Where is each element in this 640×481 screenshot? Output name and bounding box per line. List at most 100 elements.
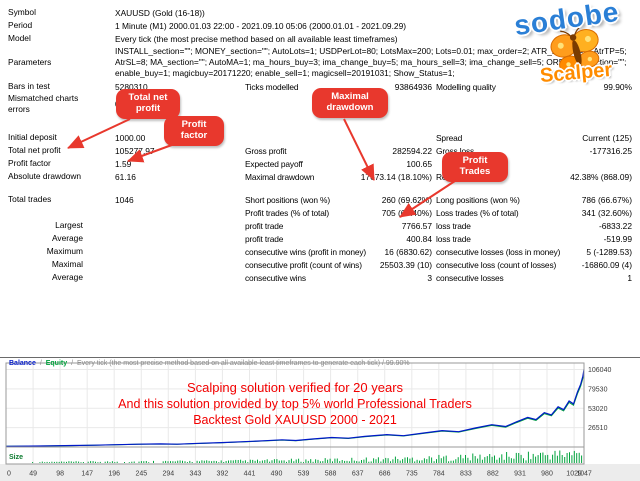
callout-profit-trades: Profit Trades [442, 152, 508, 182]
row-label: Mismatched charts errors [8, 93, 79, 114]
relative-drawdown-value: 42.38% (868.09) [570, 171, 632, 182]
svg-text:245: 245 [135, 471, 147, 478]
y-axis-labels: 106040 79530 53020 26510 [588, 367, 611, 432]
row-total-net-profit: Total net profit 105277.97 Gross profit 2… [0, 144, 640, 157]
total-net-profit-value: 105277.97 [115, 145, 155, 156]
chart-svg: 106040 79530 53020 26510 0 49 98 147 196 245 294 34… [0, 362, 640, 481]
row-label: Profit factor [8, 158, 51, 168]
long-positions-label: Long positions (won %) [436, 194, 520, 205]
svg-text:106040: 106040 [588, 367, 611, 374]
svg-text:637: 637 [352, 471, 364, 478]
consecutive-losses-value: 5 (-1289.53) [586, 246, 632, 257]
consecutive-wins-value: 16 (6830.62) [384, 246, 433, 257]
svg-text:392: 392 [217, 471, 229, 478]
expected-payoff-value: 100.65 [406, 158, 432, 169]
row-label: Model [8, 33, 31, 43]
absolute-drawdown-value: 61.16 [115, 171, 136, 182]
chart-header: Balance / Equity / Every tick (the most … [9, 360, 410, 367]
legend-separator: / [71, 360, 74, 367]
svg-text:294: 294 [162, 471, 174, 478]
svg-text:686: 686 [379, 471, 391, 478]
svg-text:539: 539 [298, 471, 310, 478]
svg-text:735: 735 [406, 471, 418, 478]
row-parameters: Parameters INSTALL_section=""; MONEY_sec… [0, 45, 640, 80]
spread-value: Current (125) [582, 132, 632, 143]
row-label: Initial deposit [8, 132, 57, 142]
svg-text:588: 588 [325, 471, 337, 478]
svg-text:784: 784 [433, 471, 445, 478]
row-average-consecutive: Average consecutive wins 3 consecutive lo… [0, 271, 640, 284]
legend-separator: / [39, 360, 42, 367]
row-label: Average [51, 272, 83, 282]
row-absolute-drawdown: Absolute drawdown 61.16 Maximal drawdown… [0, 170, 640, 183]
average-profit-trade-label: profit trade [245, 233, 284, 244]
gross-loss-value: -177316.25 [589, 145, 632, 156]
avg-consecutive-losses-value: 1 [627, 272, 632, 283]
maximal-drawdown-label: Maximal drawdown [245, 171, 315, 182]
row-label: Bars in test [8, 81, 50, 91]
parameters-value: INSTALL_section=""; MONEY_section=""; Au… [115, 46, 627, 78]
balance-legend: Balance [9, 360, 36, 367]
equity-legend: Equity [45, 360, 68, 367]
row-label: Symbol [8, 7, 36, 17]
gross-loss-label: Gross loss [436, 145, 475, 156]
consecutive-loss-value: -16860.09 (4) [581, 259, 632, 270]
consecutive-loss-label: consecutive loss (count of losses) [436, 259, 557, 270]
row-label: Period [8, 20, 33, 30]
short-positions-value: 260 (69.62%) [381, 194, 432, 205]
annotation-line-1: Scalping solution verified for 20 years [186, 380, 404, 395]
row-label: Average [51, 233, 83, 243]
profit-trades-value: 705 (67.40%) [381, 207, 432, 218]
gross-profit-label: Gross profit [245, 145, 287, 156]
expected-payoff-label: Expected payoff [245, 158, 303, 169]
x-axis-labels: 0 49 98 147 196 245 294 343 392 441 490 539 588 637 68… [7, 471, 592, 478]
row-maximal-consecutive: Maximal consecutive profit (count of win… [0, 258, 640, 271]
svg-text:931: 931 [514, 471, 526, 478]
ticks-modelled-label: Ticks modelled [245, 81, 299, 92]
svg-text:147: 147 [81, 471, 93, 478]
avg-consecutive-wins-value: 3 [427, 272, 432, 283]
row-profit-trades: Profit trades (% of total) 705 (67.40%) L… [0, 206, 640, 219]
row-period: Period 1 Minute (M1) 2000.01.03 22:00 - … [0, 19, 640, 32]
svg-text:882: 882 [487, 471, 499, 478]
svg-text:49: 49 [29, 471, 37, 478]
row-maximum-consecutive: Maximum consecutive wins (profit in mone… [0, 245, 640, 258]
row-label: Largest [55, 220, 83, 230]
chart-subtitle: Every tick (the most precise method base… [76, 360, 410, 367]
avg-consecutive-wins-label: consecutive wins [245, 272, 306, 283]
row-label: Absolute drawdown [8, 171, 82, 181]
row-model: Model Every tick (the most precise metho… [0, 32, 640, 45]
row-average-trade: Average profit trade 400.84 loss trade -51… [0, 232, 640, 245]
balance-line [5, 369, 585, 447]
consecutive-profit-value: 25503.39 (10) [379, 259, 432, 270]
svg-text:98: 98 [56, 471, 64, 478]
bars-value: 5280310 [115, 81, 148, 92]
chart-annotation: Scalping solution verified for 20 years … [6, 379, 584, 428]
largest-profit-trade-value: 7766.57 [401, 220, 432, 231]
period-value: 1 Minute (M1) 2000.01.03 22:00 - 2021.09… [115, 20, 407, 31]
model-value: Every tick (the most precise method base… [115, 33, 398, 44]
annotation-line-3: Backtest Gold XAUUSD 2000 - 2021 [193, 413, 397, 427]
plot-border [5, 362, 585, 465]
svg-text:79530: 79530 [588, 386, 608, 393]
row-symbol: Symbol XAUUSD (Gold (16-18)) [0, 6, 640, 19]
svg-text:490: 490 [271, 471, 283, 478]
svg-text:1047: 1047 [576, 471, 592, 478]
row-label: Maximal [51, 259, 83, 269]
lot-size-bars [32, 450, 585, 463]
row-initial-deposit: Initial deposit 1000.00 Spread Current (1… [0, 131, 640, 144]
row-bars-in-test: Bars in test 5280310 Ticks modelled 93864… [0, 80, 640, 93]
initial-deposit-value: 1000.00 [115, 132, 146, 143]
butterfly-icon [550, 28, 600, 73]
long-positions-value: 786 (66.67%) [581, 194, 632, 205]
row-label: Total net profit [8, 145, 61, 155]
average-profit-trade-value: 400.84 [406, 233, 432, 244]
spacer [0, 183, 640, 193]
row-total-trades: Total trades 1046 Short positions (won %… [0, 193, 640, 206]
modelling-quality-label: Modelling quality [436, 81, 496, 92]
svg-text:26510: 26510 [588, 425, 608, 432]
consecutive-losses-label: consecutive losses (loss in money) [436, 246, 561, 257]
consecutive-profit-label: consecutive profit (count of wins) [245, 259, 362, 270]
spread-label: Spread [436, 132, 463, 143]
